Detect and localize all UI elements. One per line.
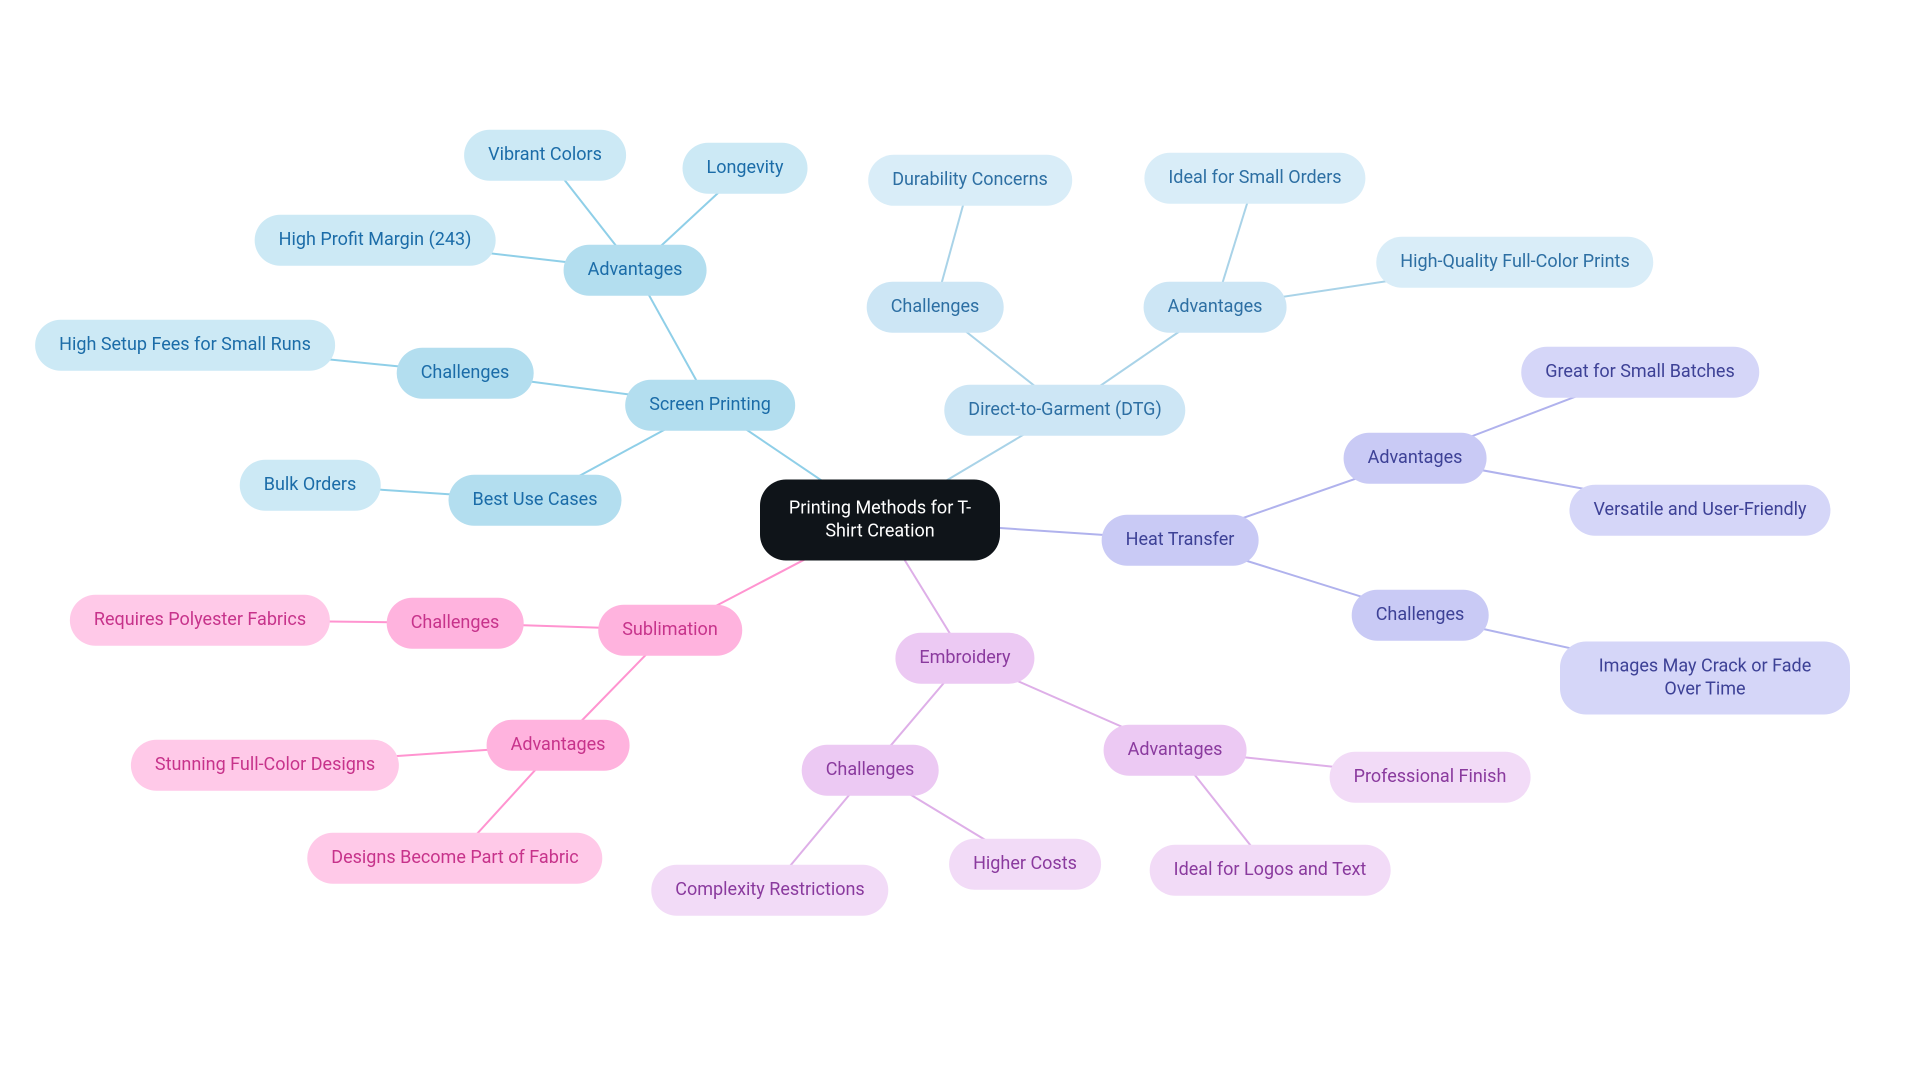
node-heat_adv_a[interactable]: Great for Small Batches — [1521, 347, 1759, 398]
node-label: High Profit Margin (243) — [279, 229, 472, 252]
node-sub_adv_a[interactable]: Stunning Full-Color Designs — [131, 740, 399, 791]
node-sub[interactable]: Sublimation — [598, 605, 742, 656]
node-sub_ch[interactable]: Challenges — [387, 598, 524, 649]
node-label: Challenges — [891, 296, 980, 319]
node-label: Bulk Orders — [264, 474, 357, 497]
node-label: Images May Crack or Fade Over Time — [1584, 656, 1826, 701]
node-emb_ch[interactable]: Challenges — [802, 745, 939, 796]
node-screen_ch_a[interactable]: High Setup Fees for Small Runs — [35, 320, 335, 371]
node-emb_ch_b[interactable]: Complexity Restrictions — [651, 865, 888, 916]
node-label: Best Use Cases — [472, 489, 597, 512]
node-label: High Setup Fees for Small Runs — [59, 334, 311, 357]
node-heat[interactable]: Heat Transfer — [1102, 515, 1259, 566]
node-dtg[interactable]: Direct-to-Garment (DTG) — [944, 385, 1185, 436]
node-screen[interactable]: Screen Printing — [625, 380, 795, 431]
node-heat_adv[interactable]: Advantages — [1344, 433, 1487, 484]
node-label: Challenges — [421, 362, 510, 385]
node-label: Professional Finish — [1354, 766, 1507, 789]
node-label: Challenges — [1376, 604, 1465, 627]
node-screen_adv_a[interactable]: Vibrant Colors — [464, 130, 626, 181]
node-label: Longevity — [707, 157, 784, 180]
node-emb_adv_b[interactable]: Ideal for Logos and Text — [1150, 845, 1391, 896]
node-label: Designs Become Part of Fabric — [331, 847, 578, 870]
node-emb_ch_a[interactable]: Higher Costs — [949, 839, 1101, 890]
node-label: Challenges — [826, 759, 915, 782]
node-label: Versatile and User-Friendly — [1593, 499, 1806, 522]
node-label: Requires Polyester Fabrics — [94, 609, 306, 632]
node-emb_adv_a[interactable]: Professional Finish — [1330, 752, 1531, 803]
node-label: Ideal for Small Orders — [1168, 167, 1341, 190]
mindmap-stage: Printing Methods for T-Shirt Creation Scr… — [0, 0, 1920, 1083]
node-screen_adv_c[interactable]: High Profit Margin (243) — [255, 215, 496, 266]
node-label: Stunning Full-Color Designs — [155, 754, 375, 777]
node-screen_ch[interactable]: Challenges — [397, 348, 534, 399]
node-sub_ch_a[interactable]: Requires Polyester Fabrics — [70, 595, 330, 646]
node-label: Screen Printing — [649, 394, 771, 417]
node-screen_adv[interactable]: Advantages — [564, 245, 707, 296]
node-label: High-Quality Full-Color Prints — [1400, 251, 1629, 274]
node-dtg_adv_b[interactable]: High-Quality Full-Color Prints — [1376, 237, 1653, 288]
node-sub_adv[interactable]: Advantages — [487, 720, 630, 771]
root-node[interactable]: Printing Methods for T-Shirt Creation — [760, 480, 1000, 561]
node-heat_ch[interactable]: Challenges — [1352, 590, 1489, 641]
node-label: Vibrant Colors — [488, 144, 602, 167]
node-dtg_ch[interactable]: Challenges — [867, 282, 1004, 333]
node-heat_adv_b[interactable]: Versatile and User-Friendly — [1569, 485, 1830, 536]
node-label: Advantages — [588, 259, 683, 282]
node-dtg_ch_a[interactable]: Durability Concerns — [868, 155, 1072, 206]
node-screen_adv_b[interactable]: Longevity — [683, 143, 808, 194]
node-label: Complexity Restrictions — [675, 879, 864, 902]
node-heat_ch_a[interactable]: Images May Crack or Fade Over Time — [1560, 642, 1850, 715]
node-label: Embroidery — [919, 647, 1010, 670]
node-label: Higher Costs — [973, 853, 1077, 876]
node-label: Heat Transfer — [1126, 529, 1235, 552]
node-label: Great for Small Batches — [1545, 361, 1735, 384]
node-label: Sublimation — [622, 619, 718, 642]
root-label: Printing Methods for T-Shirt Creation — [786, 498, 974, 543]
node-dtg_adv[interactable]: Advantages — [1144, 282, 1287, 333]
node-label: Advantages — [1368, 447, 1463, 470]
node-dtg_adv_a[interactable]: Ideal for Small Orders — [1144, 153, 1365, 204]
node-label: Challenges — [411, 612, 500, 635]
node-emb[interactable]: Embroidery — [895, 633, 1034, 684]
node-label: Advantages — [511, 734, 606, 757]
node-label: Direct-to-Garment (DTG) — [968, 399, 1161, 422]
node-screen_use_a[interactable]: Bulk Orders — [240, 460, 381, 511]
node-screen_use[interactable]: Best Use Cases — [448, 475, 621, 526]
node-label: Durability Concerns — [892, 169, 1048, 192]
node-label: Advantages — [1168, 296, 1263, 319]
node-sub_adv_b[interactable]: Designs Become Part of Fabric — [307, 833, 602, 884]
node-label: Advantages — [1128, 739, 1223, 762]
node-emb_adv[interactable]: Advantages — [1104, 725, 1247, 776]
node-label: Ideal for Logos and Text — [1174, 859, 1367, 882]
